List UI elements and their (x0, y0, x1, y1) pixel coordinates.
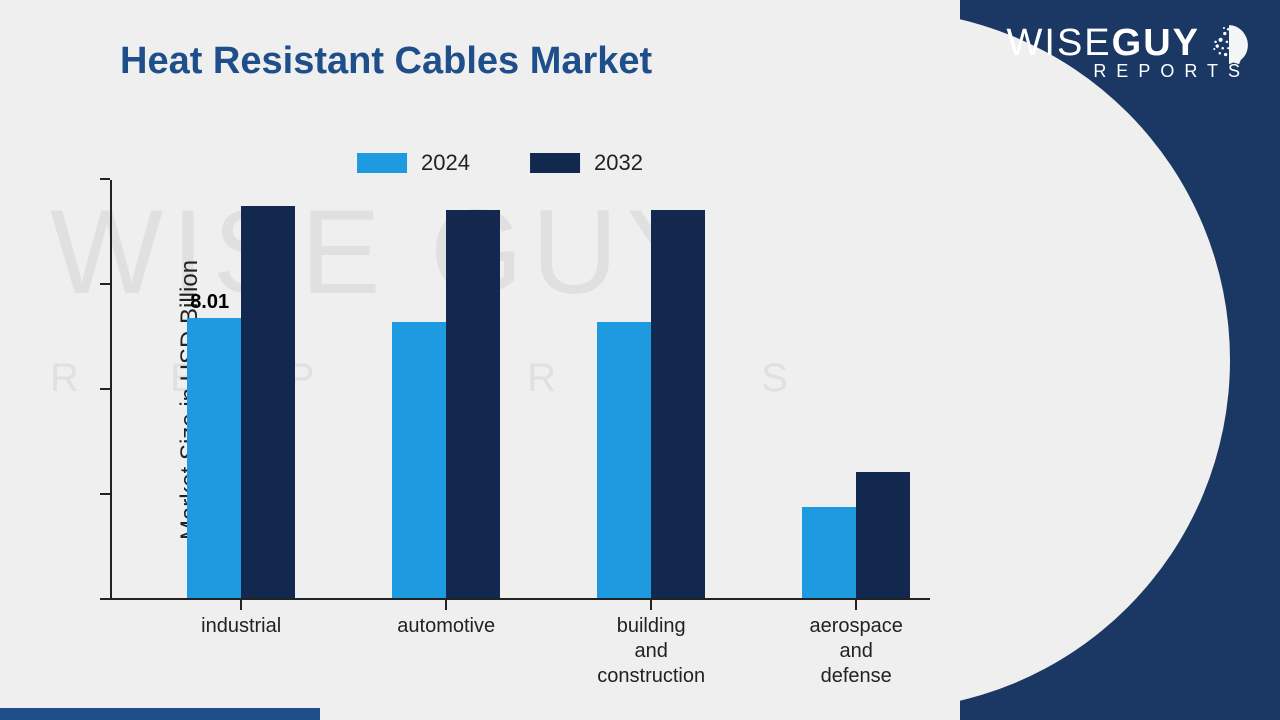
arc-cutout (960, 10, 1230, 710)
chart-area: Market Size in USD Billion 2024 2032 ind… (50, 120, 950, 680)
bar-2024 (392, 322, 446, 599)
stage: WISE GUY R E P O R T S Heat Resistant Ca… (0, 0, 1280, 720)
legend-item-2024: 2024 (357, 150, 470, 176)
right-brand-band (960, 0, 1280, 720)
bar-2024 (597, 322, 651, 599)
y-tick (100, 388, 110, 390)
bar-2032 (856, 472, 910, 598)
x-tick (240, 600, 242, 610)
brand-line1: WISEGUY (1007, 22, 1200, 65)
legend: 2024 2032 (357, 150, 643, 176)
brand-line1-light: WISE (1007, 22, 1112, 64)
brand-line1-bold: GUY (1112, 22, 1200, 64)
brand-logo: WISEGUY REPORTS (990, 22, 1250, 82)
y-axis-line (110, 180, 112, 600)
bar-2024 (187, 318, 241, 598)
category-label: industrial (161, 614, 321, 639)
category-label: aerospaceanddefense (776, 614, 936, 689)
category-label: buildingandconstruction (571, 614, 731, 689)
x-tick (445, 600, 447, 610)
legend-label-2032: 2032 (594, 150, 643, 176)
legend-label-2024: 2024 (421, 150, 470, 176)
brand-head-icon (1208, 23, 1250, 65)
bar-2032 (241, 206, 295, 598)
x-tick (650, 600, 652, 610)
bar-2032 (446, 210, 500, 599)
x-tick (855, 600, 857, 610)
y-tick (100, 178, 110, 180)
value-label: 8.01 (190, 291, 229, 314)
legend-swatch-2032 (530, 153, 580, 173)
x-axis-line (110, 598, 930, 600)
plot-area: industrialautomotivebuildingandconstruct… (110, 180, 930, 600)
legend-swatch-2024 (357, 153, 407, 173)
y-tick (100, 283, 110, 285)
y-tick (100, 598, 110, 600)
y-tick (100, 493, 110, 495)
bar-2024 (802, 507, 856, 598)
category-label: automotive (366, 614, 526, 639)
bottom-accent-bar (0, 708, 320, 720)
bar-2032 (651, 210, 705, 599)
legend-item-2032: 2032 (530, 150, 643, 176)
page-title: Heat Resistant Cables Market (120, 40, 652, 83)
